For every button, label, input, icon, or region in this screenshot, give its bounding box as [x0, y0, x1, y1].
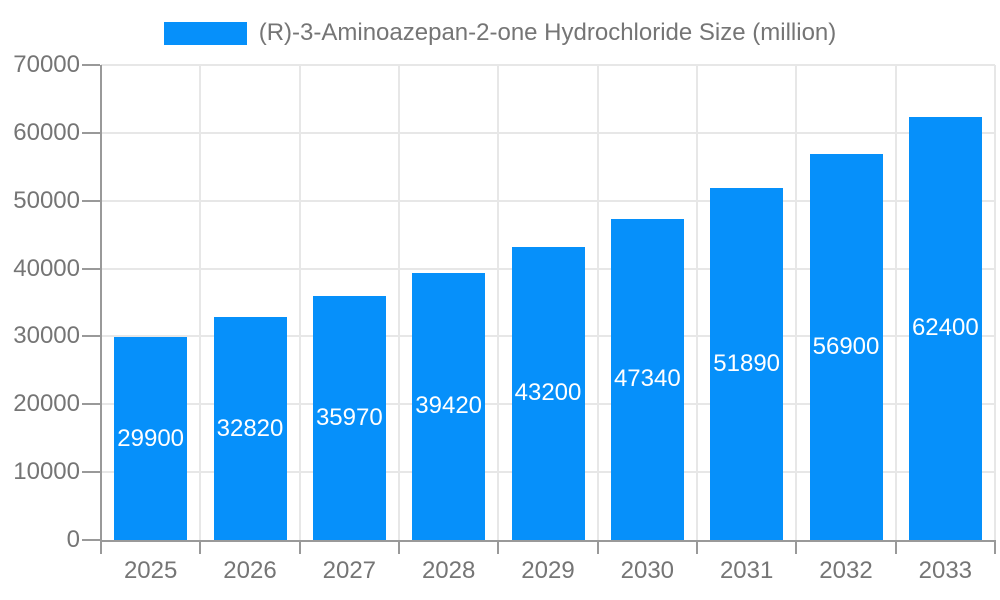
bar-2032 [809, 153, 883, 540]
bar-2026 [213, 317, 287, 540]
y-axis-label: 50000 [13, 186, 80, 214]
legend-swatch [163, 21, 247, 45]
bar-2025 [114, 337, 188, 540]
bar-2028 [412, 272, 486, 540]
bar-value-label: 51890 [713, 349, 781, 377]
x-axis-label: 2028 [421, 557, 476, 584]
gridline-horizontal [101, 64, 995, 66]
legend: (R)-3-Aminoazepan-2-one Hydrochloride Si… [0, 19, 1000, 47]
x-axis-tick [596, 540, 599, 554]
x-axis-tick [994, 540, 996, 554]
bar-2033 [908, 116, 982, 540]
y-axis-label: 70000 [13, 51, 80, 78]
gridline-vertical [696, 65, 698, 540]
gridline-vertical [994, 65, 996, 540]
y-axis-tick [82, 539, 100, 541]
gridline-vertical [894, 65, 897, 540]
x-axis-label: 2033 [918, 557, 973, 584]
x-axis-tick [894, 540, 897, 554]
y-axis-label: 30000 [13, 322, 80, 350]
x-axis-tick [298, 540, 301, 554]
y-axis-tick [82, 267, 100, 270]
x-axis-label: 2030 [620, 557, 675, 584]
x-axis-tick [398, 540, 400, 554]
y-axis-tick [82, 471, 100, 474]
gridline-horizontal [101, 199, 995, 202]
y-axis-label: 20000 [13, 390, 80, 418]
x-axis-tick [199, 540, 202, 554]
bar-value-label: 62400 [911, 314, 979, 342]
x-axis-tick [795, 540, 798, 554]
gridline-vertical [298, 65, 301, 540]
y-axis-tick [82, 64, 100, 66]
gridline-vertical [596, 65, 599, 540]
x-axis-tick [497, 540, 500, 554]
x-axis-line [100, 540, 996, 542]
x-axis-label: 2032 [819, 557, 873, 584]
bar-2027 [312, 295, 386, 540]
gridline-vertical [497, 65, 500, 540]
x-axis-label: 2029 [521, 557, 575, 584]
y-axis-line [100, 65, 102, 540]
gridline-vertical [199, 65, 202, 540]
bar-2031 [710, 187, 784, 540]
x-axis-label: 2031 [719, 557, 774, 584]
y-axis-tick [82, 403, 100, 406]
x-axis-label: 2027 [322, 557, 377, 584]
gridline-vertical [795, 65, 798, 540]
bar-value-label: 56900 [812, 332, 880, 360]
y-axis-label: 40000 [13, 254, 80, 282]
bar-value-label: 29900 [117, 424, 185, 452]
bar-value-label: 39420 [415, 392, 483, 420]
y-axis-label: 10000 [13, 458, 80, 486]
y-axis-tick [82, 335, 100, 338]
y-axis-tick [82, 199, 100, 202]
gridline-horizontal [101, 131, 995, 134]
legend-label: (R)-3-Aminoazepan-2-one Hydrochloride Si… [258, 19, 837, 46]
bar-2030 [610, 218, 684, 540]
bar-value-label: 47340 [613, 365, 681, 393]
y-axis-label: 60000 [13, 118, 80, 146]
y-axis-label: 0 [66, 526, 80, 553]
x-axis-tick [100, 540, 102, 554]
x-axis-tick [696, 540, 698, 554]
x-axis-label: 2026 [223, 557, 277, 584]
y-axis-tick [82, 131, 100, 134]
bar-value-label: 43200 [514, 379, 582, 407]
bar-2029 [511, 246, 585, 540]
gridline-vertical [398, 65, 400, 540]
bar-value-label: 32820 [216, 414, 284, 442]
bar-value-label: 35970 [315, 403, 383, 431]
x-axis-label: 2025 [123, 557, 178, 584]
